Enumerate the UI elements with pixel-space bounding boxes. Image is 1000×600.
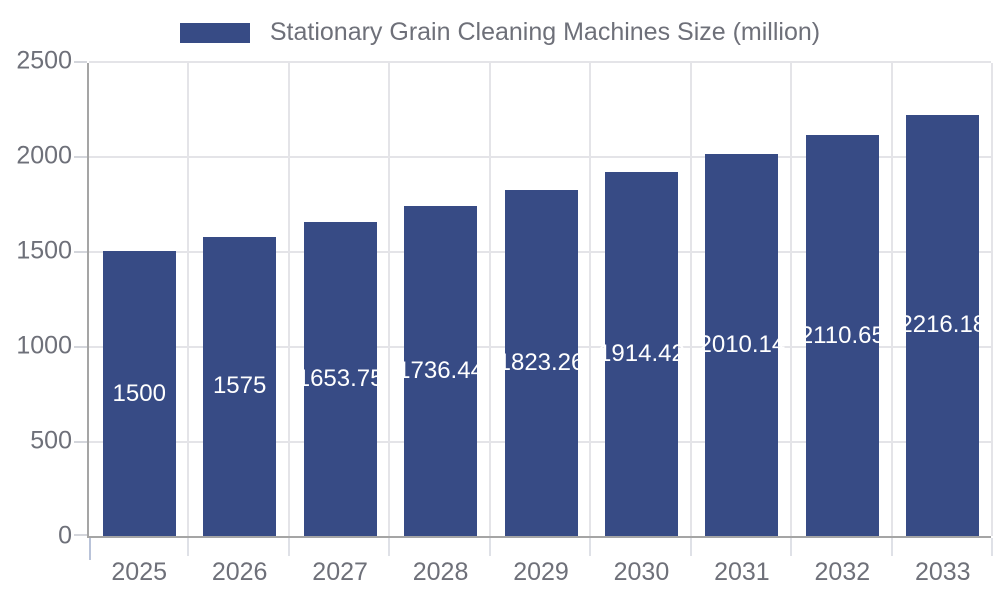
x-axis-tick — [689, 538, 692, 556]
bar-value-label: 1914.42 — [598, 340, 685, 368]
gridline-vertical — [890, 63, 893, 536]
y-axis-tick — [74, 156, 87, 158]
y-axis-tick — [74, 441, 87, 443]
x-axis-label: 2032 — [814, 558, 871, 586]
gridline-vertical — [689, 63, 692, 536]
x-axis-label: 2027 — [312, 558, 368, 586]
gridline-vertical — [790, 63, 793, 536]
y-axis-label: 1000 — [16, 331, 72, 360]
bar-value-label: 1575 — [212, 372, 267, 400]
gridline-vertical — [187, 63, 190, 536]
bar[interactable] — [805, 134, 879, 536]
legend-label: Stationary Grain Cleaning Machines Size … — [269, 18, 821, 46]
gridline-horizontal — [89, 61, 991, 63]
gridline-vertical — [488, 63, 491, 536]
legend: Stationary Grain Cleaning Machines Size … — [0, 18, 1000, 47]
bar[interactable] — [906, 114, 980, 536]
y-axis-label: 500 — [30, 426, 72, 455]
bar-value-label: 2010.14 — [698, 331, 786, 359]
bar[interactable] — [203, 236, 277, 536]
x-axis-label: 2025 — [111, 558, 168, 586]
bar-value-label: 2216.18 — [899, 311, 987, 339]
y-axis-label: 2500 — [16, 46, 72, 75]
bar[interactable] — [303, 221, 377, 536]
x-axis-label: 2026 — [211, 558, 268, 586]
bar[interactable] — [604, 172, 678, 536]
bar[interactable] — [504, 189, 578, 536]
bar-value-label: 1653.75 — [296, 364, 384, 392]
bar[interactable] — [102, 251, 176, 536]
x-axis-tick — [388, 538, 391, 556]
x-axis-tick — [187, 538, 190, 556]
x-axis-label: 2028 — [412, 558, 469, 586]
x-axis-label: 2031 — [714, 558, 770, 586]
x-axis-label: 2029 — [513, 558, 569, 586]
y-axis-tick — [74, 251, 87, 253]
x-axis-tick — [790, 538, 793, 556]
gridline-vertical — [388, 63, 391, 536]
x-axis-tick — [89, 538, 91, 560]
gridline-vertical — [287, 63, 290, 536]
bar[interactable] — [404, 206, 478, 536]
x-axis-label: 2033 — [914, 558, 971, 586]
y-axis-label: 0 — [58, 521, 72, 550]
x-axis-tick — [488, 538, 491, 556]
x-axis-tick — [890, 538, 893, 556]
bar-value-label: 1823.26 — [497, 348, 585, 376]
bar[interactable] — [705, 154, 779, 536]
x-axis-tick — [589, 538, 592, 556]
legend-item[interactable]: Stationary Grain Cleaning Machines Size … — [179, 18, 821, 47]
x-axis-tick — [287, 538, 290, 556]
bar-value-label: 1736.44 — [397, 357, 484, 385]
y-axis-tick — [74, 61, 87, 63]
gridline-horizontal — [89, 156, 991, 158]
y-axis-label: 2000 — [16, 141, 72, 170]
x-axis-label: 2030 — [613, 558, 670, 586]
y-axis-tick — [74, 346, 87, 348]
legend-swatch-icon — [179, 22, 250, 43]
y-axis-label: 1500 — [16, 236, 72, 265]
gridline-vertical — [589, 63, 592, 536]
x-axis-tick — [991, 538, 993, 556]
bar-value-label: 2110.65 — [799, 321, 885, 349]
plot-area: 0 500 1000 1500 2000 2500 1500 2025 1575 2026 1653… — [16, 48, 993, 585]
y-axis-tick — [74, 534, 87, 536]
bar-value-label: 1500 — [112, 379, 166, 407]
gridline-vertical — [991, 63, 993, 536]
